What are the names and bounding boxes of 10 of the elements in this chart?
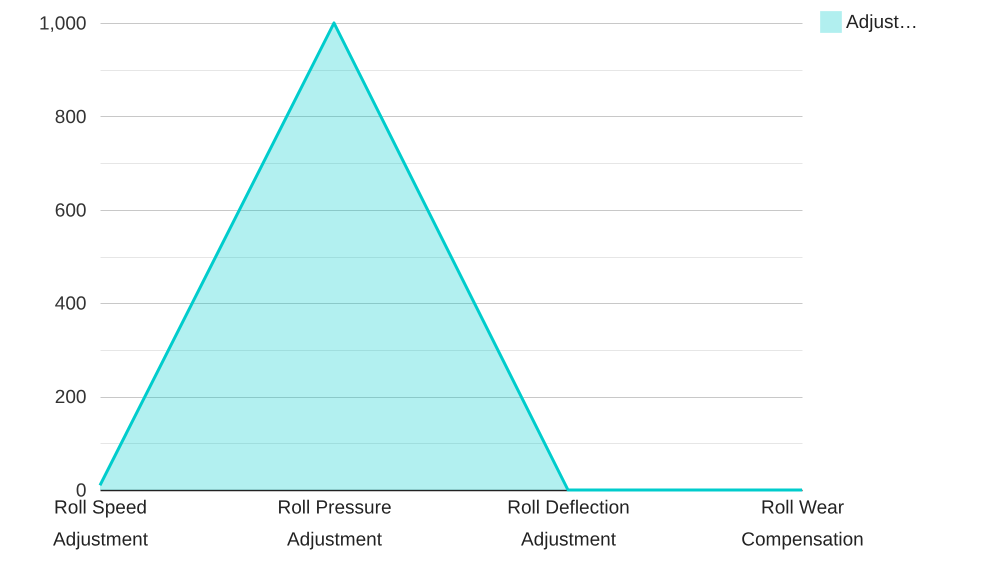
x-tick-label: Roll Pressure Adjustment (277, 498, 392, 550)
y-tick-label: 1,000 (38, 14, 86, 34)
x-tick-label: Roll Deflection Adjustment (507, 498, 630, 550)
y-tick-label: 200 (54, 387, 86, 408)
x-tick-label: Roll Speed Adjustment (52, 498, 149, 550)
y-tick-label: 600 (54, 200, 86, 222)
legend-label: Adjust… (846, 12, 918, 33)
y-tick-label: 400 (54, 294, 86, 315)
x-tick-label: Roll Wear Compensation (741, 498, 864, 550)
y-tick-label: 800 (54, 106, 86, 128)
